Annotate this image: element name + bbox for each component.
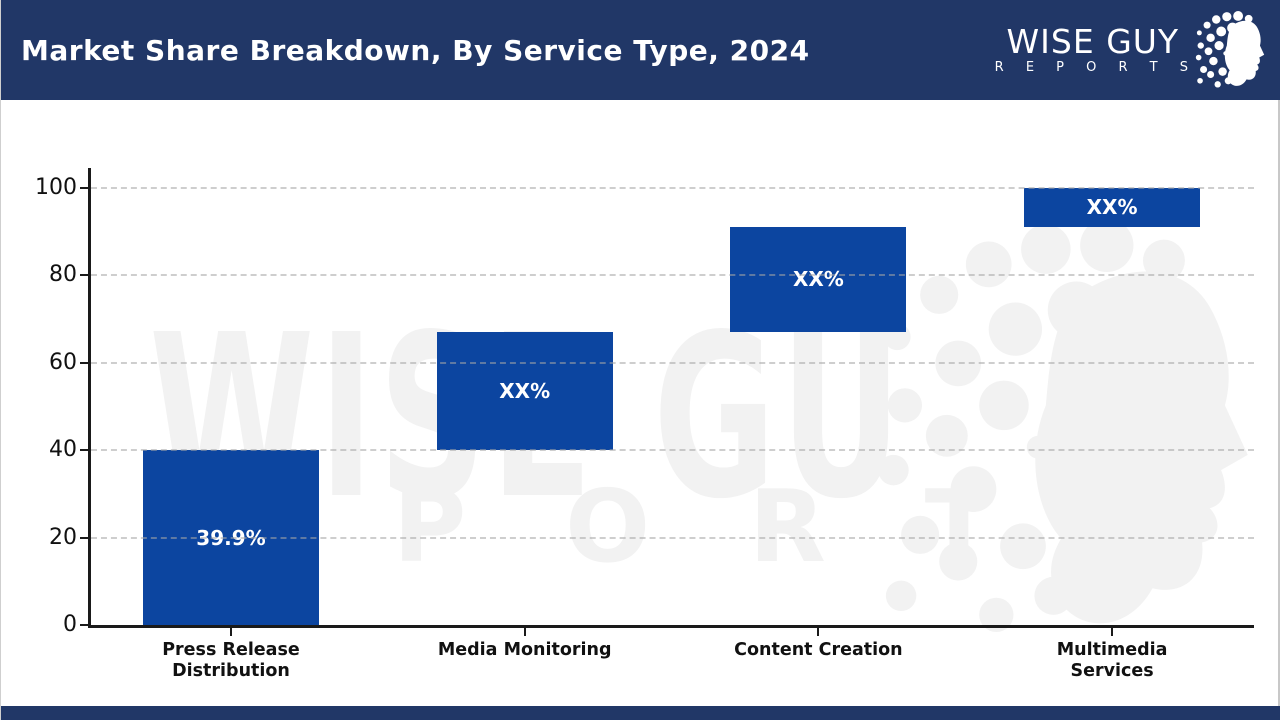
y-axis-tick (80, 274, 88, 276)
logo-subtitle: R E P O R T S (994, 60, 1197, 76)
y-axis-tick (80, 449, 88, 451)
grid-line (91, 536, 1254, 539)
x-axis-line (88, 625, 1254, 628)
y-tick-label: 0 (63, 612, 77, 637)
x-axis-tick (817, 628, 820, 636)
y-tick-label: 100 (35, 174, 77, 200)
bar-segment: XX% (436, 331, 613, 451)
bar-value-label: XX% (1086, 195, 1138, 220)
y-axis-line (88, 168, 91, 628)
y-tick-label: 40 (49, 437, 77, 462)
grid-line (91, 449, 1254, 451)
y-tick-label: 80 (49, 262, 77, 287)
x-category-label: Multimedia Services (1056, 640, 1168, 682)
y-axis-tick (80, 536, 88, 539)
bar-segment: XX% (1024, 187, 1201, 227)
x-axis-tick (230, 628, 232, 636)
footer-bar (1, 706, 1280, 720)
wise-guy-reports-logo: WISE GUY R E P O R T S (989, 8, 1267, 92)
grid-line (91, 186, 1254, 189)
grid-line (91, 361, 1254, 364)
x-axis-tick (523, 628, 526, 636)
header-bar: Market Share Breakdown, By Service Type,… (1, 0, 1280, 100)
waterfall-chart: 0 20 40 60 80 100 39.9% XX% XX% XX% Press Release D… (1, 100, 1280, 706)
y-axis-tick (80, 361, 88, 364)
grid-line (91, 274, 1254, 276)
x-category-label: Media Monitoring (437, 640, 612, 660)
bar-value-label: XX% (499, 379, 551, 404)
y-axis-tick (80, 624, 88, 626)
logo-face-icon (1195, 10, 1265, 87)
y-tick-label: 20 (49, 524, 77, 550)
logo-text: WISE GUY R E P O R T S (989, 21, 1197, 76)
bar-segment: XX% (730, 226, 907, 332)
y-axis-tick (80, 186, 88, 189)
logo-wordmark: WISE GUY (1006, 21, 1180, 61)
x-axis-tick (1111, 628, 1114, 636)
page-title: Market Share Breakdown, By Service Type,… (21, 33, 810, 67)
x-category-label: Press Release Distribution (162, 640, 300, 682)
bar-value-label: XX% (792, 267, 844, 292)
y-tick-label: 60 (49, 349, 77, 375)
x-category-label: Content Creation (734, 640, 903, 660)
